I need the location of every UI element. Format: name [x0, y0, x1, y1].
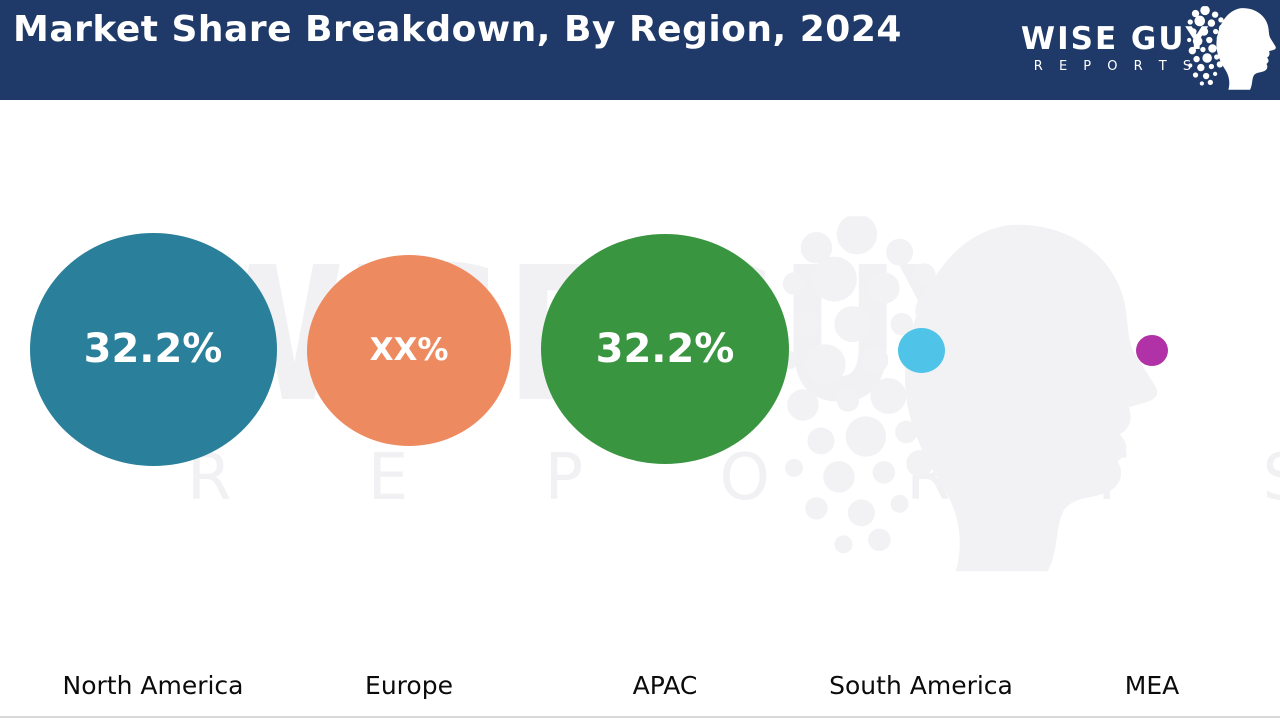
logo-tagline: R E P O R T S [1033, 58, 1198, 74]
bubble-north-america: 32.2% [29, 232, 277, 466]
region-label-south-america: South America [829, 671, 1013, 700]
watermark-head-icon [776, 216, 1158, 576]
bubble-apac: 32.2% [541, 234, 789, 464]
wiseguy-head-icon [1186, 6, 1276, 91]
region-label-north-america: North America [62, 671, 244, 700]
page-title: Market Share Breakdown, By Region, 2024 [13, 9, 902, 50]
wiseguy-logo: WISE GUY R E P O R T S [1021, 23, 1210, 74]
bubble-value-label: 32.2% [83, 326, 223, 372]
bubble-europe: XX% [307, 254, 511, 446]
bubble-value-label: 32.2% [595, 326, 735, 372]
region-label-apac: APAC [632, 671, 698, 700]
header-bar: Market Share Breakdown, By Region, 2024 … [0, 0, 1280, 100]
region-label-europe: Europe [365, 671, 453, 700]
bubble-south-america [897, 327, 945, 373]
bottom-divider [0, 716, 1280, 718]
bubble-mea [1136, 334, 1168, 366]
region-label-mea: MEA [1124, 671, 1180, 700]
logo-wordmark: WISE GUY [1020, 21, 1210, 57]
bubble-value-label: XX% [369, 332, 449, 368]
